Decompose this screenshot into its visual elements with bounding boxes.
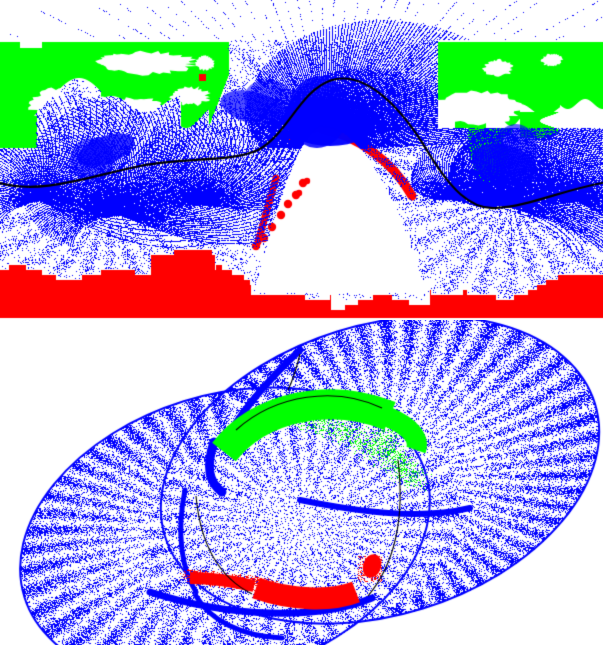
perspective-globe-panel [0, 320, 603, 645]
perspective-globe-canvas [0, 320, 603, 645]
map-projection-panel [0, 0, 603, 320]
map-projection-canvas [0, 0, 603, 320]
